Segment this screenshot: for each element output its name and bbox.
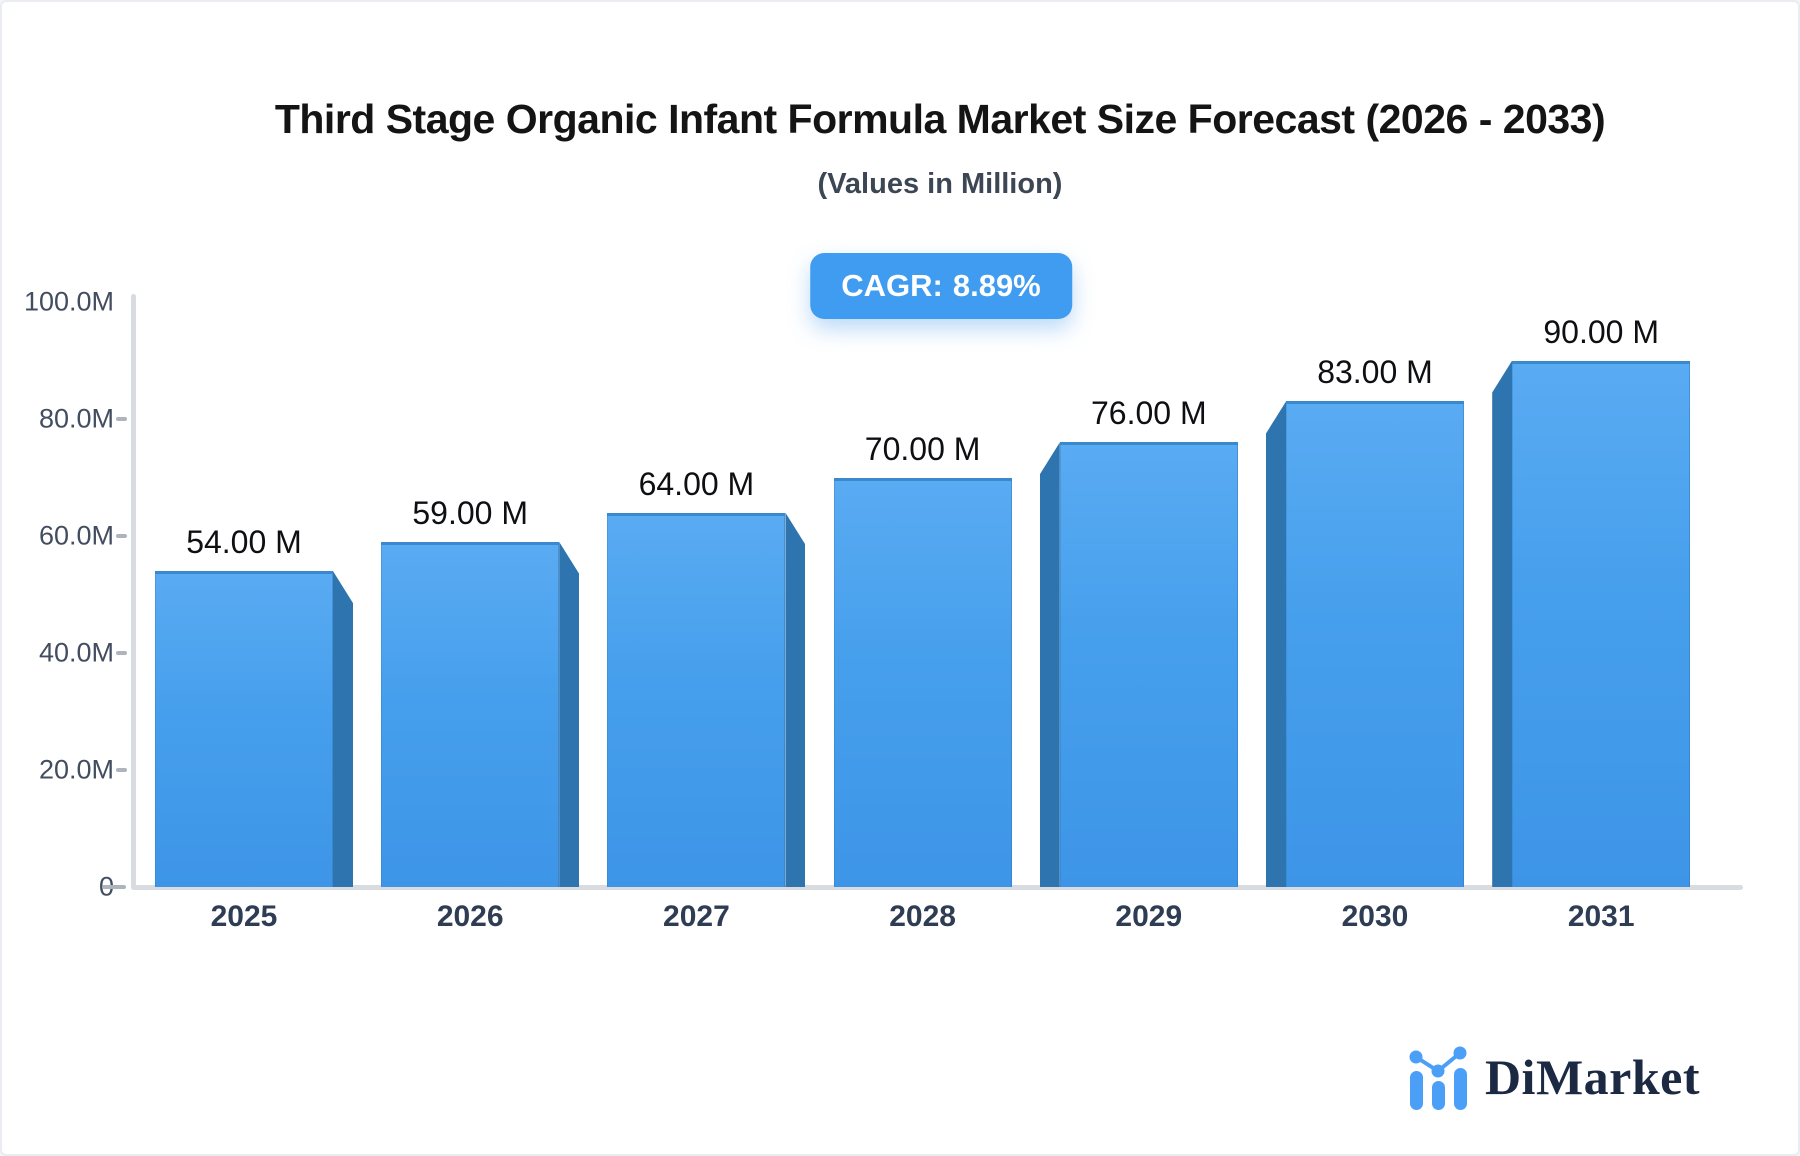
brand-name: DiMarket — [1484, 1049, 1700, 1105]
x-tick-label-2028: 2028 — [889, 900, 956, 933]
x-axis-line — [131, 885, 1743, 890]
bar-side-2030 — [1266, 401, 1286, 887]
y-tick-label-80.0M: 80.0M — [38, 403, 114, 434]
x-tick-label-2025: 2025 — [210, 900, 278, 933]
bar-2030 — [1286, 401, 1464, 887]
chart-subtitle: (Values in Million) — [817, 168, 1063, 200]
x-tick-label-2029: 2029 — [1115, 900, 1183, 933]
value-label-2030: 83.00 M — [1317, 354, 1433, 391]
value-label-2027: 64.00 M — [638, 465, 755, 502]
bar-2026 — [381, 541, 560, 887]
x-tick-label-2031: 2031 — [1567, 900, 1635, 933]
cagr-badge: CAGR: 8.89% — [810, 253, 1072, 319]
value-label-2029: 76.00 M — [1090, 395, 1207, 432]
y-tick-label-40.0M: 40.0M — [38, 637, 114, 668]
dimarket-icon — [1409, 1046, 1467, 1110]
y-axis-line — [131, 294, 136, 889]
cagr-label: CAGR: — [841, 268, 943, 303]
chart-title: Third Stage Organic Infant Formula Marke… — [274, 96, 1606, 142]
bar-side-2031 — [1492, 360, 1513, 887]
x-tick-label-2026: 2026 — [436, 900, 504, 933]
bar-side-2025 — [333, 571, 353, 887]
x-tick-label-2030: 2030 — [1341, 900, 1409, 933]
brand-logo: DiMarket — [1407, 1044, 1700, 1110]
y-tick-mark-60.0M — [116, 534, 127, 538]
bar-side-2026 — [559, 541, 580, 887]
value-label-2031: 90.00 M — [1543, 313, 1659, 350]
bar-2025 — [155, 571, 333, 887]
y-tick-label-60.0M: 60.0M — [38, 520, 114, 551]
bar-2029 — [1059, 442, 1238, 887]
value-label-2028: 70.00 M — [864, 430, 981, 467]
y-tick-mark-80.0M — [116, 417, 127, 421]
y-tick-label-20.0M: 20.0M — [38, 754, 114, 785]
cagr-value: 8.89% — [952, 268, 1041, 303]
bar-2031 — [1512, 360, 1691, 887]
bar-side-2027 — [785, 512, 806, 887]
bar-2027 — [607, 512, 786, 887]
y-tick-mark-40.0M — [116, 651, 127, 655]
y-tick-label-0: 0 — [2, 872, 114, 903]
y-tick-mark-20.0M — [116, 768, 127, 772]
y-tick-mark-0 — [102, 885, 126, 889]
value-label-2025: 54.00 M — [186, 524, 302, 561]
bar-side-2029 — [1039, 442, 1060, 887]
y-tick-label-100.0M: 100.0M — [23, 286, 114, 317]
bar-2028 — [833, 477, 1012, 887]
x-tick-label-2027: 2027 — [663, 900, 730, 933]
value-label-2026: 59.00 M — [412, 494, 528, 531]
